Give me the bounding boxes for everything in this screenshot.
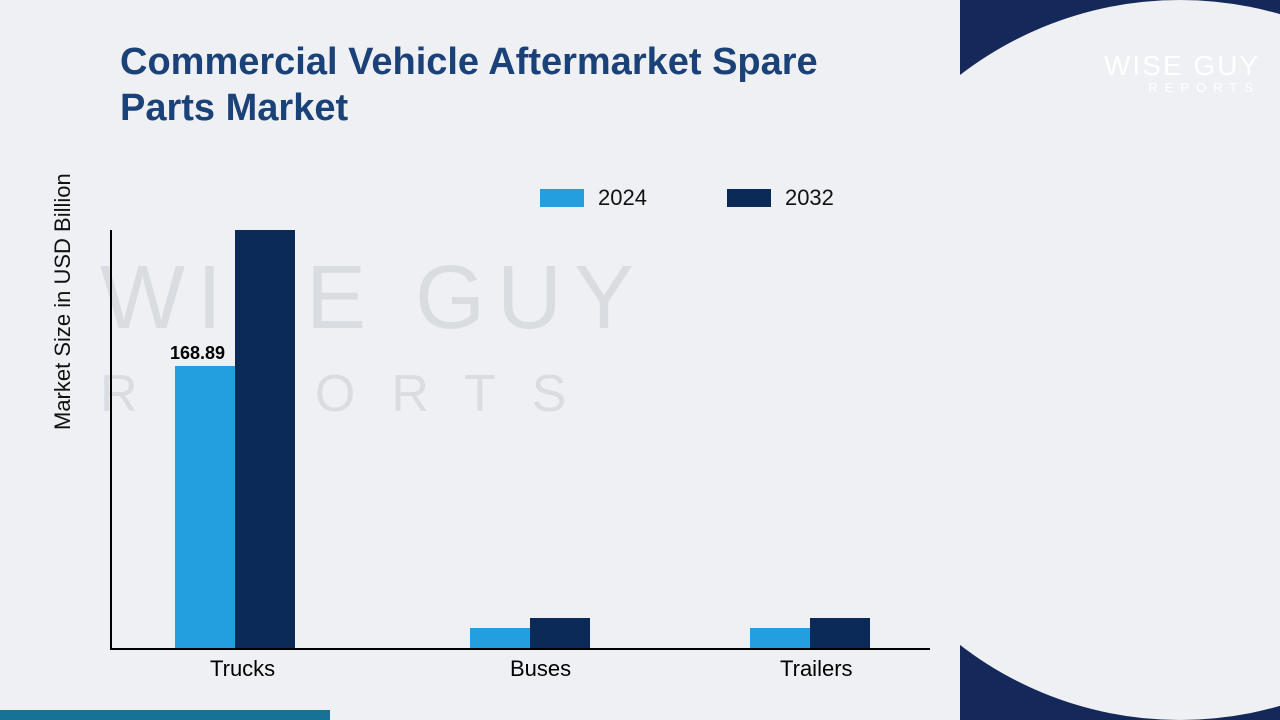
logo-main: WISE GUY bbox=[1104, 50, 1260, 82]
chart-area: 168.89TrucksBusesTrailers bbox=[110, 230, 930, 660]
legend-label-2024: 2024 bbox=[598, 185, 647, 211]
y-axis-label: Market Size in USD Billion bbox=[50, 173, 76, 430]
category-label-trailers: Trailers bbox=[780, 656, 853, 682]
bar-2024-buses bbox=[470, 628, 530, 648]
bar-2024-trailers bbox=[750, 628, 810, 648]
bar-2032-buses bbox=[530, 618, 590, 648]
bar-group-trailers bbox=[750, 618, 870, 648]
x-axis-line bbox=[110, 648, 930, 650]
legend-item-2032: 2032 bbox=[727, 185, 834, 211]
bar-2024-trucks bbox=[175, 366, 235, 648]
brand-logo: WISE GUY REPORTS bbox=[1104, 50, 1260, 95]
chart-legend: 2024 2032 bbox=[540, 185, 834, 211]
legend-item-2024: 2024 bbox=[540, 185, 647, 211]
legend-label-2032: 2032 bbox=[785, 185, 834, 211]
bar-2032-trucks bbox=[235, 230, 295, 648]
bar-2032-trailers bbox=[810, 618, 870, 648]
y-axis-line bbox=[110, 230, 112, 650]
bar-group-trucks bbox=[175, 230, 295, 648]
category-label-buses: Buses bbox=[510, 656, 571, 682]
legend-swatch-2032 bbox=[727, 189, 771, 207]
bottom-stripe bbox=[0, 710, 330, 720]
category-label-trucks: Trucks bbox=[210, 656, 275, 682]
legend-swatch-2024 bbox=[540, 189, 584, 207]
chart-title: Commercial Vehicle Aftermarket Spare Par… bbox=[120, 40, 820, 131]
bar-value-label: 168.89 bbox=[170, 343, 225, 364]
logo-sub: REPORTS bbox=[1104, 80, 1260, 95]
bar-group-buses bbox=[470, 618, 590, 648]
